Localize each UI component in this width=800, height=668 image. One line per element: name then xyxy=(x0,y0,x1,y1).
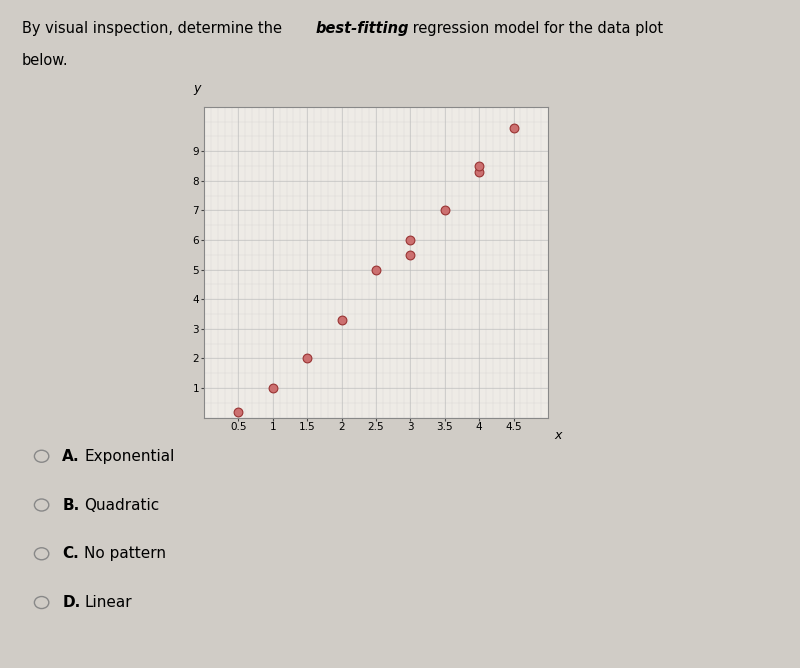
Text: No pattern: No pattern xyxy=(84,546,166,561)
Point xyxy=(266,383,279,393)
Text: D.: D. xyxy=(62,595,81,610)
Point xyxy=(507,122,520,133)
Text: Exponential: Exponential xyxy=(84,449,174,464)
Text: C.: C. xyxy=(62,546,79,561)
Text: y: y xyxy=(194,82,201,95)
Point xyxy=(370,265,382,275)
Text: Quadratic: Quadratic xyxy=(84,498,159,512)
Text: A.: A. xyxy=(62,449,80,464)
Text: x: x xyxy=(554,430,562,442)
Point xyxy=(335,315,348,325)
Point xyxy=(301,353,314,363)
Text: below.: below. xyxy=(22,53,68,68)
Text: By visual inspection, determine the: By visual inspection, determine the xyxy=(22,21,286,36)
Point xyxy=(404,234,417,245)
Point xyxy=(404,249,417,260)
Text: best-fitting: best-fitting xyxy=(316,21,410,36)
Point xyxy=(473,166,486,177)
Text: B.: B. xyxy=(62,498,80,512)
Text: regression model for the data plot: regression model for the data plot xyxy=(408,21,663,36)
Point xyxy=(473,161,486,172)
Point xyxy=(232,406,245,417)
Point xyxy=(438,205,451,216)
Text: Linear: Linear xyxy=(84,595,132,610)
